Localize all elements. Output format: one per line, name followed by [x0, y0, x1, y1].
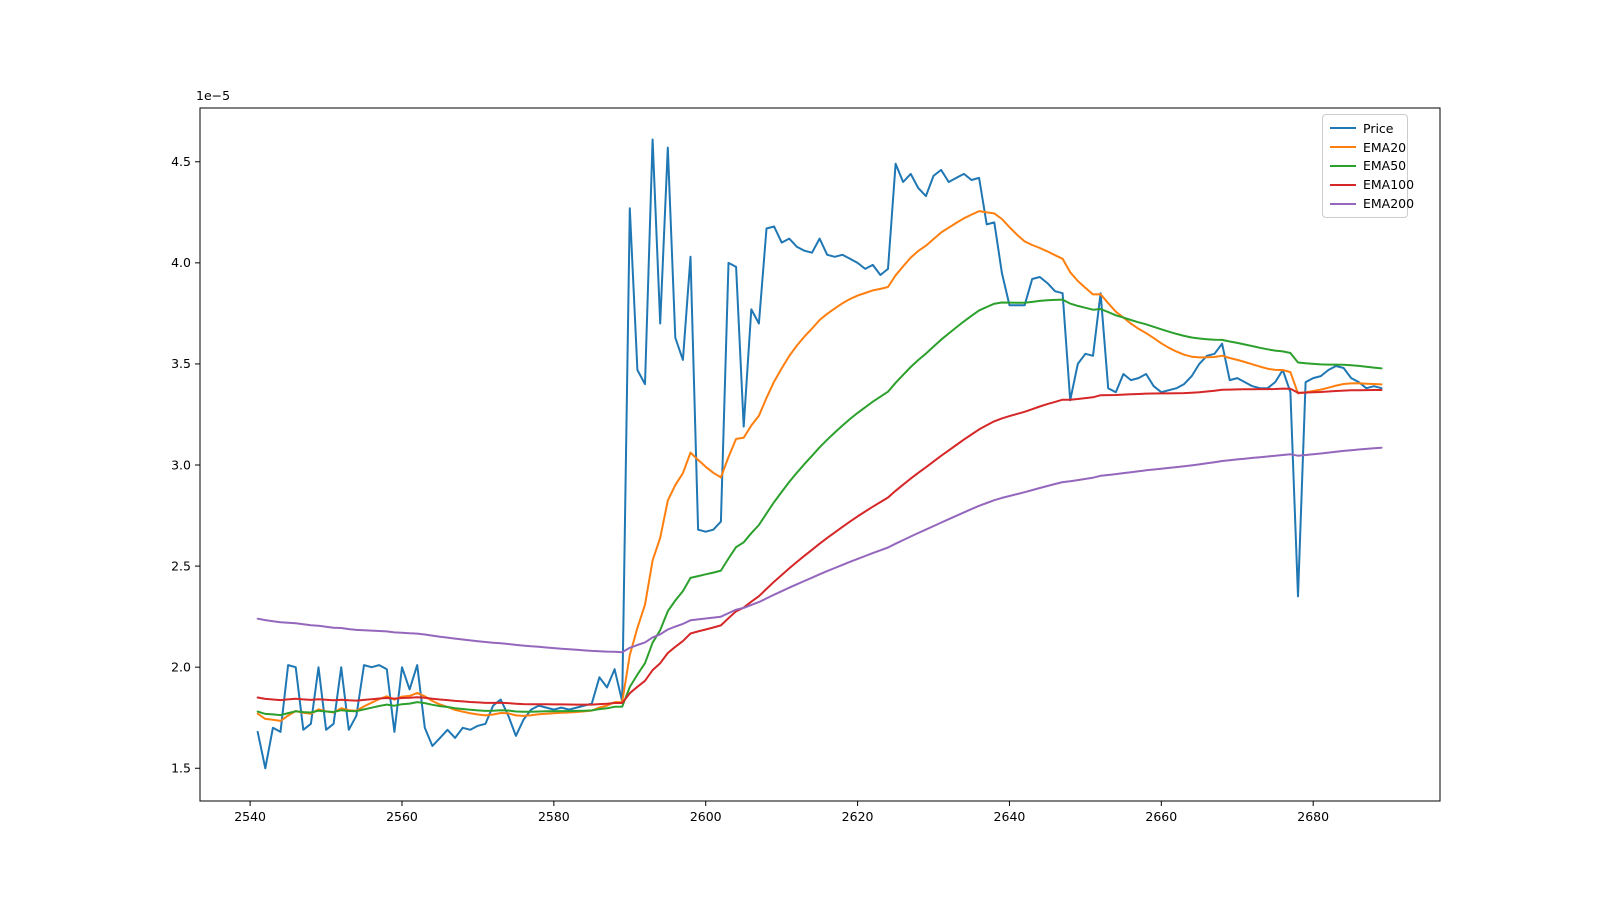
y-tick-label: 4.0 [171, 255, 191, 270]
x-tick-label: 2540 [234, 809, 266, 824]
series-line-ema100 [256, 387, 1383, 706]
legend-item-ema50: EMA50 [1330, 157, 1407, 176]
y-tick-label: 3.0 [171, 457, 191, 472]
x-tick-label: 2600 [690, 809, 722, 824]
series-line-ema50 [256, 298, 1383, 717]
legend-label-ema100: EMA100 [1363, 177, 1415, 193]
legend-line-sample-ema50 [1330, 164, 1356, 167]
legend-item-ema20: EMA20 [1330, 138, 1407, 157]
legend-line-sample-ema20 [1330, 146, 1356, 149]
legend-item-ema100: EMA100 [1330, 175, 1414, 194]
y-tick-label: 3.5 [171, 356, 191, 371]
series-line-ema20 [256, 210, 1383, 722]
legend-label-ema200: EMA200 [1363, 196, 1415, 212]
y-tick-label: 2.5 [171, 558, 191, 573]
legend: Price EMA20 EMA50 EMA100 EMA200 [1322, 114, 1414, 218]
legend-line-sample-price [1330, 127, 1356, 130]
x-tick-label: 2580 [538, 809, 570, 824]
legend-label-ema50: EMA50 [1363, 158, 1407, 174]
y-tick-label: 2.0 [171, 659, 191, 674]
x-tick-label: 2640 [994, 809, 1026, 824]
legend-label-price: Price [1363, 120, 1394, 136]
axes-frame [199, 107, 1441, 802]
x-tick-label: 2680 [1297, 809, 1329, 824]
legend-label-ema20: EMA20 [1363, 139, 1407, 155]
legend-item-ema200: EMA200 [1330, 194, 1414, 213]
series-line-ema200 [256, 446, 1383, 654]
y-axis-offset-label: 1e−5 [196, 88, 231, 103]
legend-line-sample-ema200 [1330, 202, 1356, 205]
x-tick-label: 2660 [1145, 809, 1177, 824]
series-line-price [256, 138, 1383, 770]
legend-line-sample-ema100 [1330, 183, 1356, 186]
x-tick-label: 2560 [386, 809, 418, 824]
y-tick-label: 1.5 [171, 761, 191, 776]
x-tick-label: 2620 [842, 809, 874, 824]
legend-item-price: Price [1330, 119, 1403, 138]
y-tick-label: 4.5 [171, 154, 191, 169]
